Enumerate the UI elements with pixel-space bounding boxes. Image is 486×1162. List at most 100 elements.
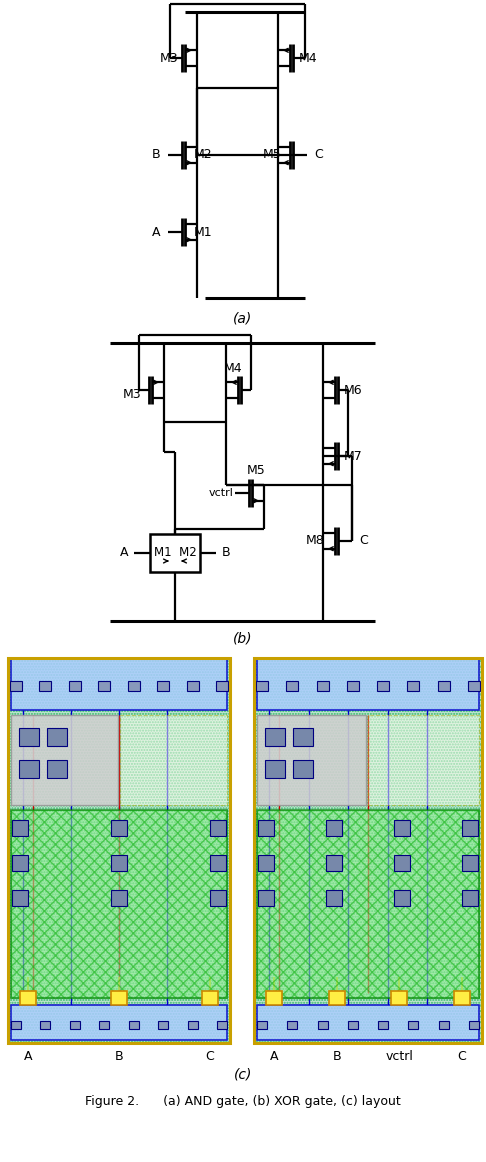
Bar — [257, 1021, 267, 1030]
Bar — [11, 1021, 21, 1030]
Text: M3: M3 — [122, 387, 141, 401]
Bar — [9, 659, 229, 1042]
Text: M4: M4 — [224, 361, 243, 374]
Bar — [19, 729, 39, 746]
Text: (c): (c) — [234, 1068, 252, 1082]
Bar — [258, 855, 274, 872]
Bar — [439, 1021, 449, 1030]
Bar — [394, 855, 410, 872]
Text: M8: M8 — [306, 535, 324, 547]
Bar — [216, 681, 228, 691]
Bar — [326, 820, 342, 835]
Bar — [266, 991, 282, 1005]
Bar — [468, 681, 480, 691]
Bar — [408, 1021, 418, 1030]
Bar — [265, 729, 285, 746]
Bar — [257, 715, 366, 805]
Bar — [210, 890, 226, 906]
Text: M1: M1 — [194, 225, 212, 238]
Bar — [217, 1021, 227, 1030]
Bar — [47, 760, 67, 779]
Bar — [12, 890, 28, 906]
Text: B: B — [332, 1050, 341, 1063]
Text: A: A — [270, 1050, 278, 1063]
Bar — [391, 991, 407, 1005]
Bar — [47, 729, 67, 746]
Bar — [19, 760, 39, 779]
Bar — [394, 890, 410, 906]
Text: vctrl: vctrl — [208, 488, 233, 498]
Bar — [129, 1021, 139, 1030]
Bar — [10, 681, 22, 691]
Bar — [111, 991, 127, 1005]
Text: C: C — [360, 535, 368, 547]
Bar — [287, 1021, 297, 1030]
Text: (a): (a) — [233, 311, 253, 325]
Bar — [255, 659, 481, 1042]
Bar — [69, 681, 81, 691]
Bar — [20, 991, 36, 1005]
Text: M1  M2: M1 M2 — [154, 546, 196, 559]
Text: C: C — [458, 1050, 467, 1063]
Bar — [257, 810, 479, 998]
Bar — [111, 820, 127, 835]
Bar — [9, 659, 229, 1042]
Bar — [8, 658, 230, 1043]
Bar — [12, 820, 28, 835]
Bar — [40, 1021, 51, 1030]
Text: C: C — [314, 149, 323, 162]
Bar — [11, 715, 118, 805]
Bar — [469, 1021, 479, 1030]
Text: A: A — [152, 225, 160, 238]
Bar — [257, 658, 479, 710]
Bar — [316, 681, 329, 691]
Bar — [329, 991, 345, 1005]
Text: C: C — [206, 1050, 214, 1063]
Text: B: B — [222, 546, 230, 559]
Bar — [293, 729, 313, 746]
Text: M5: M5 — [262, 149, 281, 162]
Bar — [348, 1021, 358, 1030]
Bar — [286, 681, 298, 691]
Bar — [150, 535, 200, 572]
Text: M6: M6 — [344, 383, 362, 396]
Text: M4: M4 — [299, 51, 317, 65]
Bar — [377, 681, 389, 691]
Bar — [293, 760, 313, 779]
Bar — [438, 681, 450, 691]
Text: M7: M7 — [344, 450, 363, 462]
Bar — [188, 1021, 198, 1030]
Bar — [70, 1021, 80, 1030]
Bar — [258, 890, 274, 906]
Bar — [378, 1021, 388, 1030]
Bar — [128, 681, 139, 691]
Bar — [111, 890, 127, 906]
Bar — [202, 991, 218, 1005]
Bar — [258, 820, 274, 835]
Bar — [462, 890, 478, 906]
Bar — [98, 681, 110, 691]
Bar — [257, 1005, 479, 1040]
Bar — [120, 715, 227, 805]
Bar — [462, 820, 478, 835]
Text: M5: M5 — [246, 465, 265, 478]
Bar — [454, 991, 470, 1005]
Text: (b): (b) — [233, 631, 253, 645]
Text: M3: M3 — [160, 51, 178, 65]
Bar — [265, 760, 285, 779]
Bar — [210, 855, 226, 872]
Text: B: B — [115, 1050, 123, 1063]
Text: Figure 2.      (a) AND gate, (b) XOR gate, (c) layout: Figure 2. (a) AND gate, (b) XOR gate, (c… — [85, 1095, 401, 1107]
Bar — [317, 1021, 328, 1030]
Bar — [99, 1021, 109, 1030]
Bar — [368, 715, 479, 805]
Bar — [187, 681, 199, 691]
Bar — [462, 855, 478, 872]
Bar — [257, 810, 479, 998]
Bar — [394, 820, 410, 835]
Bar — [12, 855, 28, 872]
Bar — [254, 658, 482, 1043]
Text: B: B — [152, 149, 160, 162]
Bar — [256, 681, 268, 691]
Bar — [11, 1005, 227, 1040]
